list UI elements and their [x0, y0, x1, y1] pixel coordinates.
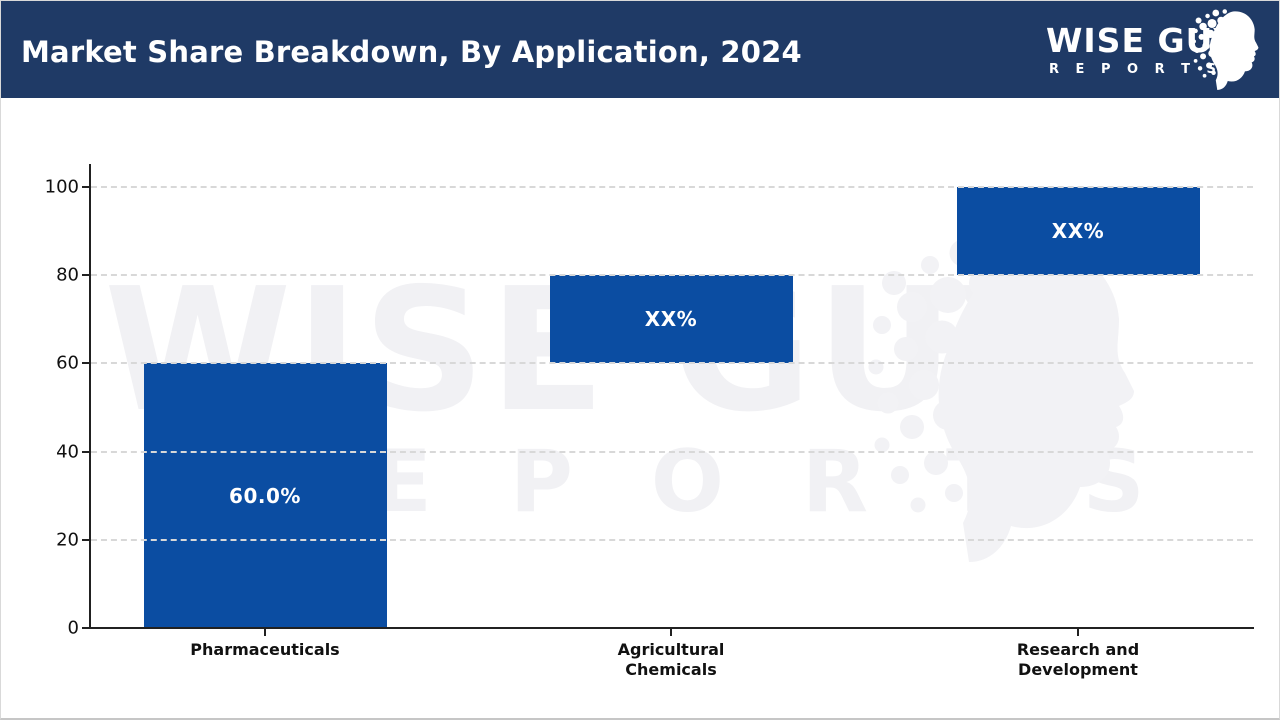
y-tick-mark [82, 186, 89, 188]
y-tick-mark [82, 274, 89, 277]
y-tick-label: 100 [44, 176, 79, 198]
gridline [91, 362, 1253, 365]
bar-value-label: XX% [644, 307, 698, 332]
x-category-label: Pharmaceuticals [190, 640, 340, 659]
x-tick-mark [1077, 629, 1079, 636]
y-tick-label: 80 [56, 264, 79, 286]
gridline [91, 450, 1253, 453]
header-bar: Market Share Breakdown, By Application, … [1, 1, 1279, 98]
bar-value-label: XX% [1051, 219, 1105, 244]
y-tick-label: 0 [67, 617, 79, 639]
y-tick-mark [82, 627, 89, 629]
y-tick-mark [82, 538, 89, 541]
x-tick-mark [264, 629, 266, 636]
y-tick-mark [82, 362, 89, 365]
gridline [91, 538, 1253, 541]
logo-subtext: R E P O R T S [1049, 62, 1222, 77]
bar-value-label: 60.0% [229, 483, 301, 508]
gridline [91, 186, 1253, 188]
page-title: Market Share Breakdown, By Application, … [21, 35, 802, 69]
waterfall-chart: 0 20 40 60 80 100 60.0% XX% XX% Pharmaceuticals Ag… [1, 98, 1279, 718]
bar-segment: XX% [956, 187, 1200, 276]
watermark-head-icon [829, 229, 1187, 574]
gridline [91, 274, 1253, 277]
bar-segment: XX% [549, 275, 793, 364]
bar-segment: 60.0% [143, 363, 387, 628]
x-axis-line [89, 627, 1254, 629]
y-tick-label: 40 [56, 441, 79, 463]
x-category-label: Research and Development [1016, 640, 1140, 679]
wise-guy-head-icon [1179, 7, 1275, 93]
y-tick-label: 20 [56, 529, 79, 551]
y-tick-mark [82, 450, 89, 453]
x-tick-mark [670, 629, 672, 636]
x-category-label: Agricultural Chemicals [617, 640, 725, 679]
y-tick-label: 60 [56, 352, 79, 374]
y-axis-line [89, 164, 91, 629]
